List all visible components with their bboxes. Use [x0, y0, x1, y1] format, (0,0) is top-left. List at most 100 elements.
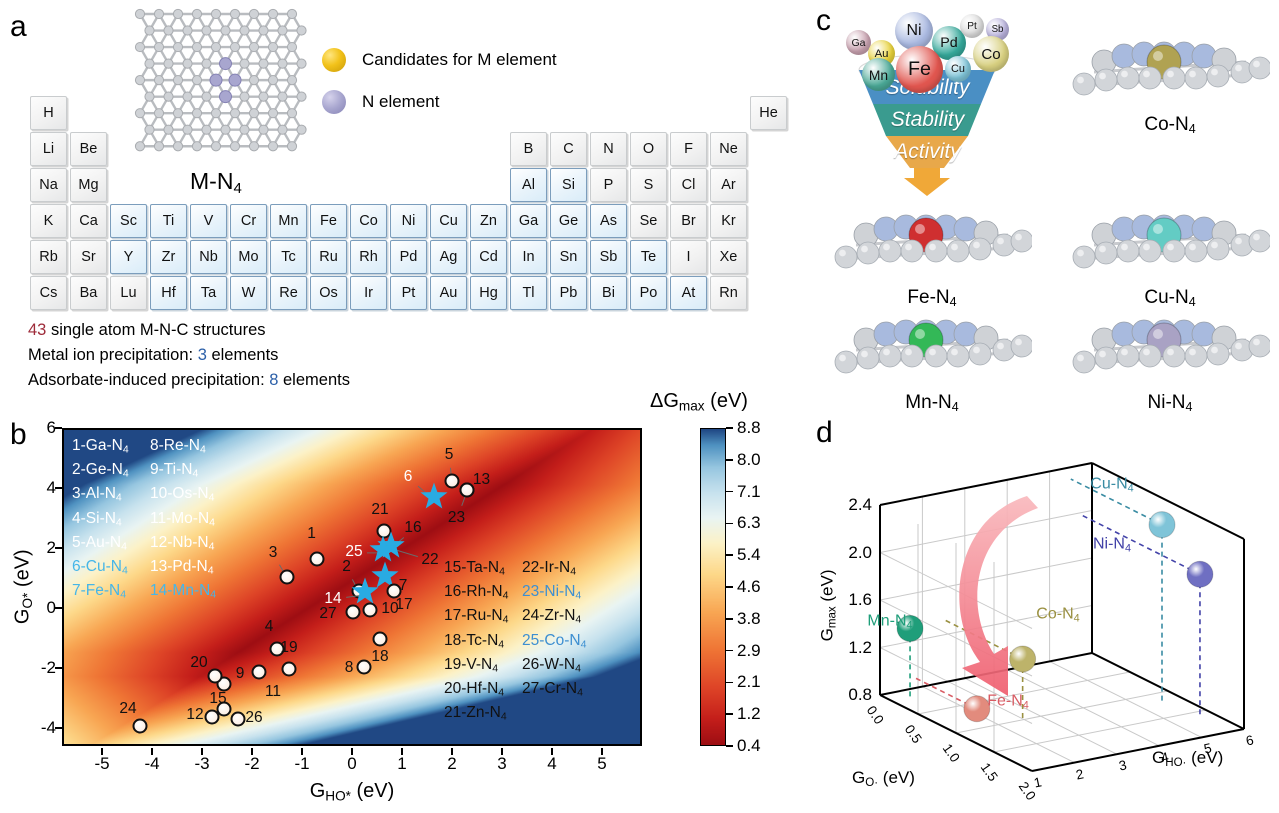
periodic-element-po[interactable]: Po: [630, 276, 667, 310]
funnel-bubble-ni[interactable]: Ni: [895, 12, 933, 50]
funnel-bubble-mn[interactable]: Mn: [862, 58, 895, 91]
periodic-element-mg[interactable]: Mg: [70, 168, 107, 202]
scatter-point-26[interactable]: [230, 711, 246, 727]
scatter-point-18[interactable]: [372, 631, 388, 646]
periodic-element-ni[interactable]: Ni: [390, 204, 427, 238]
periodic-element-pb[interactable]: Pb: [550, 276, 587, 310]
periodic-element-rh[interactable]: Rh: [350, 240, 387, 274]
periodic-element-rb[interactable]: Rb: [30, 240, 67, 274]
funnel-bubble-cu[interactable]: Cu: [945, 56, 971, 82]
periodic-element-ag[interactable]: Ag: [430, 240, 467, 274]
scatter-point-3[interactable]: [279, 569, 294, 585]
scatter-point-12[interactable]: [204, 709, 219, 725]
periodic-element-re[interactable]: Re: [270, 276, 307, 310]
periodic-element-zr[interactable]: Zr: [150, 240, 187, 274]
periodic-element-k[interactable]: K: [30, 204, 67, 238]
periodic-element-cu[interactable]: Cu: [430, 204, 467, 238]
periodic-element-nb[interactable]: Nb: [190, 240, 227, 274]
periodic-element-sb[interactable]: Sb: [590, 240, 627, 274]
periodic-element-ir[interactable]: Ir: [350, 276, 387, 310]
periodic-element-be[interactable]: Be: [70, 132, 107, 166]
periodic-element-cr[interactable]: Cr: [230, 204, 267, 238]
scatter-star-7[interactable]: [370, 560, 400, 595]
funnel-bubble-ga[interactable]: Ga: [846, 30, 871, 55]
periodic-element-i[interactable]: I: [670, 240, 707, 274]
periodic-element-xe[interactable]: Xe: [710, 240, 747, 274]
periodic-element-te[interactable]: Te: [630, 240, 667, 274]
periodic-element-v[interactable]: V: [190, 204, 227, 238]
scatter-point-5[interactable]: [444, 473, 459, 489]
scatter-star-14[interactable]: [350, 577, 380, 612]
scatter-point-27[interactable]: [345, 604, 361, 619]
periodic-element-hg[interactable]: Hg: [470, 276, 507, 310]
periodic-element-sr[interactable]: Sr: [70, 240, 107, 274]
periodic-element-ba[interactable]: Ba: [70, 276, 107, 310]
periodic-element-ar[interactable]: Ar: [710, 168, 747, 202]
periodic-element-br[interactable]: Br: [670, 204, 707, 238]
periodic-element-f[interactable]: F: [670, 132, 707, 166]
periodic-element-kr[interactable]: Kr: [710, 204, 747, 238]
periodic-element-au[interactable]: Au: [430, 276, 467, 310]
scatter-point-19[interactable]: [281, 661, 297, 676]
periodic-element-bi[interactable]: Bi: [590, 276, 627, 310]
periodic-element-li[interactable]: Li: [30, 132, 67, 166]
periodic-element-ne[interactable]: Ne: [710, 132, 747, 166]
scatter-point-1[interactable]: [309, 551, 324, 567]
scatter-point-17[interactable]: [386, 583, 402, 599]
periodic-element-o[interactable]: O: [630, 132, 667, 166]
periodic-element-na[interactable]: Na: [30, 168, 67, 202]
periodic-element-ca[interactable]: Ca: [70, 204, 107, 238]
periodic-element-ru[interactable]: Ru: [310, 240, 347, 274]
periodic-element-hf[interactable]: Hf: [150, 276, 187, 310]
periodic-element-cl[interactable]: Cl: [670, 168, 707, 202]
funnel-bubble-pt[interactable]: Pt: [960, 14, 984, 38]
periodic-element-in[interactable]: In: [510, 240, 547, 274]
periodic-element-at[interactable]: At: [670, 276, 707, 310]
periodic-element-ge[interactable]: Ge: [550, 204, 587, 238]
periodic-element-zn[interactable]: Zn: [470, 204, 507, 238]
scatter-star-6[interactable]: [419, 482, 449, 517]
periodic-element-h[interactable]: H: [30, 96, 67, 130]
funnel-bubble-co[interactable]: Co: [973, 36, 1009, 72]
periodic-element-lu[interactable]: Lu: [110, 276, 147, 310]
scatter-star-22[interactable]: [376, 530, 406, 565]
periodic-element-as[interactable]: As: [590, 204, 627, 238]
funnel-bubble-fe[interactable]: Fe: [896, 46, 943, 93]
periodic-element-se[interactable]: Se: [630, 204, 667, 238]
periodic-element-sc[interactable]: Sc: [110, 204, 147, 238]
periodic-element-os[interactable]: Os: [310, 276, 347, 310]
periodic-element-pd[interactable]: Pd: [390, 240, 427, 274]
periodic-element-b[interactable]: B: [510, 132, 547, 166]
scatter-point-11[interactable]: [251, 664, 267, 679]
periodic-element-rn[interactable]: Rn: [710, 276, 747, 310]
scatter-star-25[interactable]: [368, 534, 398, 569]
periodic-element-n[interactable]: N: [590, 132, 627, 166]
scatter-point-10[interactable]: [362, 602, 378, 618]
periodic-element-tc[interactable]: Tc: [270, 240, 307, 274]
periodic-element-w[interactable]: W: [230, 276, 267, 310]
periodic-element-tl[interactable]: Tl: [510, 276, 547, 310]
periodic-element-sn[interactable]: Sn: [550, 240, 587, 274]
scatter-point-4[interactable]: [269, 641, 284, 657]
periodic-element-al[interactable]: Al: [510, 168, 547, 202]
periodic-element-cd[interactable]: Cd: [470, 240, 507, 274]
periodic-element-ga[interactable]: Ga: [510, 204, 547, 238]
periodic-element-fe[interactable]: Fe: [310, 204, 347, 238]
scatter-point-20[interactable]: [207, 668, 223, 684]
periodic-element-cs[interactable]: Cs: [30, 276, 67, 310]
periodic-element-he[interactable]: He: [750, 96, 787, 130]
periodic-element-si[interactable]: Si: [550, 168, 587, 202]
periodic-element-mn[interactable]: Mn: [270, 204, 307, 238]
periodic-element-c[interactable]: C: [550, 132, 587, 166]
scatter-point-23[interactable]: [459, 482, 474, 498]
periodic-element-ti[interactable]: Ti: [150, 204, 187, 238]
periodic-element-ta[interactable]: Ta: [190, 276, 227, 310]
scatter-point-8[interactable]: [356, 659, 372, 675]
scatter-point-15[interactable]: [216, 701, 232, 717]
periodic-element-p[interactable]: P: [590, 168, 627, 202]
periodic-element-y[interactable]: Y: [110, 240, 147, 274]
scatter-point-24[interactable]: [132, 718, 148, 734]
periodic-element-s[interactable]: S: [630, 168, 667, 202]
periodic-element-co[interactable]: Co: [350, 204, 387, 238]
periodic-element-pt[interactable]: Pt: [390, 276, 427, 310]
